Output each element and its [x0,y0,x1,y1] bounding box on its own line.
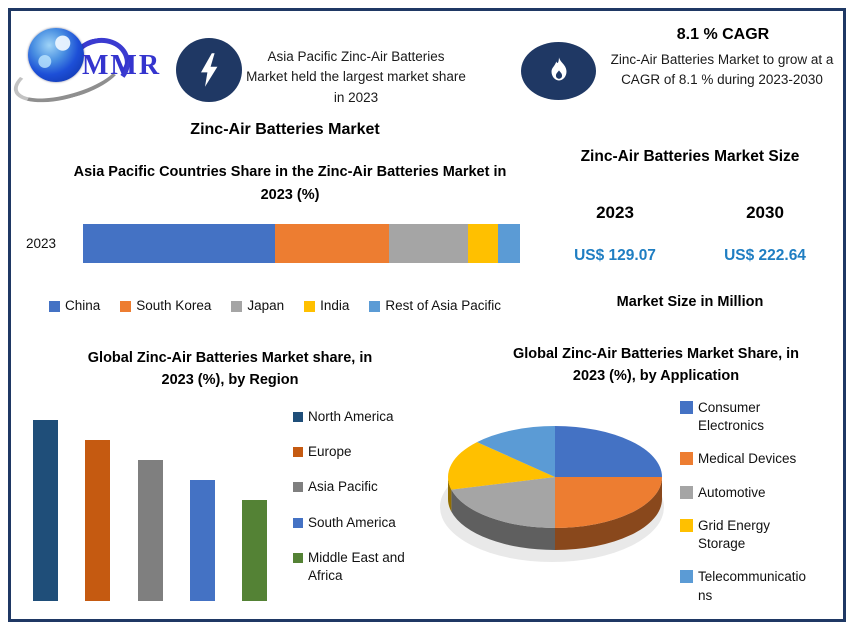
pie-slice-automotive [451,477,555,528]
legend-swatch [293,447,303,458]
flame-badge [521,42,596,100]
market-size-note: Market Size in Million [616,294,764,310]
bar-segment-japan [388,224,468,263]
flame-icon [551,57,566,81]
pie-slice-consumer-electronics [555,426,662,477]
legend-item: Rest of Asia Pacific [369,297,501,315]
legend-item: South America [293,514,443,532]
legend-label: Middle East and Africa [308,549,405,584]
market-size-title: Zinc-Air Batteries Market Size [580,148,800,165]
mmr-logo: MMR [8,22,178,113]
legend-swatch [369,300,381,312]
bar-europe [85,440,111,601]
legend-item: Europe [293,443,443,461]
pie-3d [440,426,664,562]
bar-middle-east-and-africa [242,500,267,601]
legend-label: Medical Devices [698,451,797,467]
legend-swatch [120,300,132,312]
legend-label: Rest of Asia Pacific [385,298,501,313]
value-2023: US$ 129.07 [574,247,656,264]
legend-label: Consumer Electronics [698,400,765,434]
legend-label: South Korea [136,298,212,313]
logo-text: MMR [82,50,162,81]
bar-north-america [33,420,58,601]
legend-item: Japan [231,297,284,315]
legend-item: Asia Pacific [293,478,443,496]
pie-side [555,477,662,550]
legend-swatch [680,570,693,584]
legend-item: Middle East and Africa [293,549,443,585]
pie-slice-telecommunications [477,426,555,477]
legend-swatch [680,452,693,466]
application-pie-chart [438,413,682,583]
legend-item: North America [293,408,443,426]
cagr-text: Zinc-Air Batteries Market to grow at a C… [610,52,834,88]
bar-asia-pacific [137,460,163,601]
globe-icon [28,28,84,82]
legend-label: Grid Energy Storage [698,517,771,552]
bar-segment-china [83,224,276,263]
legend-item: Automotive [680,484,840,502]
bar-south-america [189,480,215,601]
legend-item: China [49,297,100,315]
legend-label: North America [308,409,394,424]
legend-swatch [293,482,303,493]
highlight-text: Asia Pacific Zinc-Air Batteries Market h… [246,49,466,105]
lightning-icon [201,53,218,87]
bar-segment-india [467,224,499,263]
legend-label: Japan [247,298,285,313]
legend-swatch [231,300,243,312]
stacked-bar-category-label: 2023 [26,236,57,251]
legend-swatch [293,552,303,563]
lightning-badge [176,38,242,102]
legend-item: Grid Energy Storage [680,517,840,553]
legend-swatch [680,518,693,532]
stacked-chart-title: Asia Pacific Countries Share in the Zinc… [73,164,507,204]
legend-item: South Korea [120,297,211,315]
pie-slice-medical-devices [555,477,662,528]
legend-label: Automotive [698,484,766,500]
application-legend: Consumer Electronics Medical Devices Autom… [680,399,840,605]
value-2030: US$ 222.64 [724,247,806,264]
legend-label: Europe [308,444,352,460]
legend-swatch [293,412,303,422]
region-legend: North America Europe Asia Pacific South Ame… [293,408,443,585]
legend-label: Telecommunications [698,569,807,603]
legend-item: Consumer Electronics [680,399,840,435]
stacked-bar-chart [83,224,520,263]
cagr-title: 8.1 % CAGR [676,26,770,43]
bar-segment-south-korea [275,224,389,263]
year-2030-label: 2030 [746,203,784,222]
market-size-values: US$ 129.07 US$ 222.64 [540,247,840,265]
legend-item: Medical Devices [680,450,840,468]
legend-swatch [680,485,693,499]
stacked-bar-legend: China South Korea Japan India Rest of Asia P… [30,297,520,315]
legend-label: South America [308,514,396,530]
page-title: Zinc-Air Batteries Market [190,121,380,138]
pie-side [448,477,452,512]
pie-side [451,489,555,550]
region-bar-chart [33,420,267,601]
application-chart-title: Global Zinc-Air Batteries Market Share, … [512,346,800,385]
legend-item: India [304,297,349,315]
legend-swatch [49,300,60,312]
pie-slice-grid-energy-storage [448,442,555,490]
legend-label: Asia Pacific [308,479,378,495]
legend-swatch [304,300,316,312]
bar-segment-rest-of-asia-pacific [498,224,520,263]
legend-label: China [65,298,101,313]
legend-label: India [320,298,350,313]
legend-swatch [293,517,303,528]
year-2023-label: 2023 [596,203,634,222]
market-size-years: 2023 2030 [540,203,840,223]
region-chart-title: Global Zinc-Air Batteries Market share, … [87,350,373,389]
legend-item: Telecommunications [680,568,840,604]
legend-swatch [680,401,693,414]
